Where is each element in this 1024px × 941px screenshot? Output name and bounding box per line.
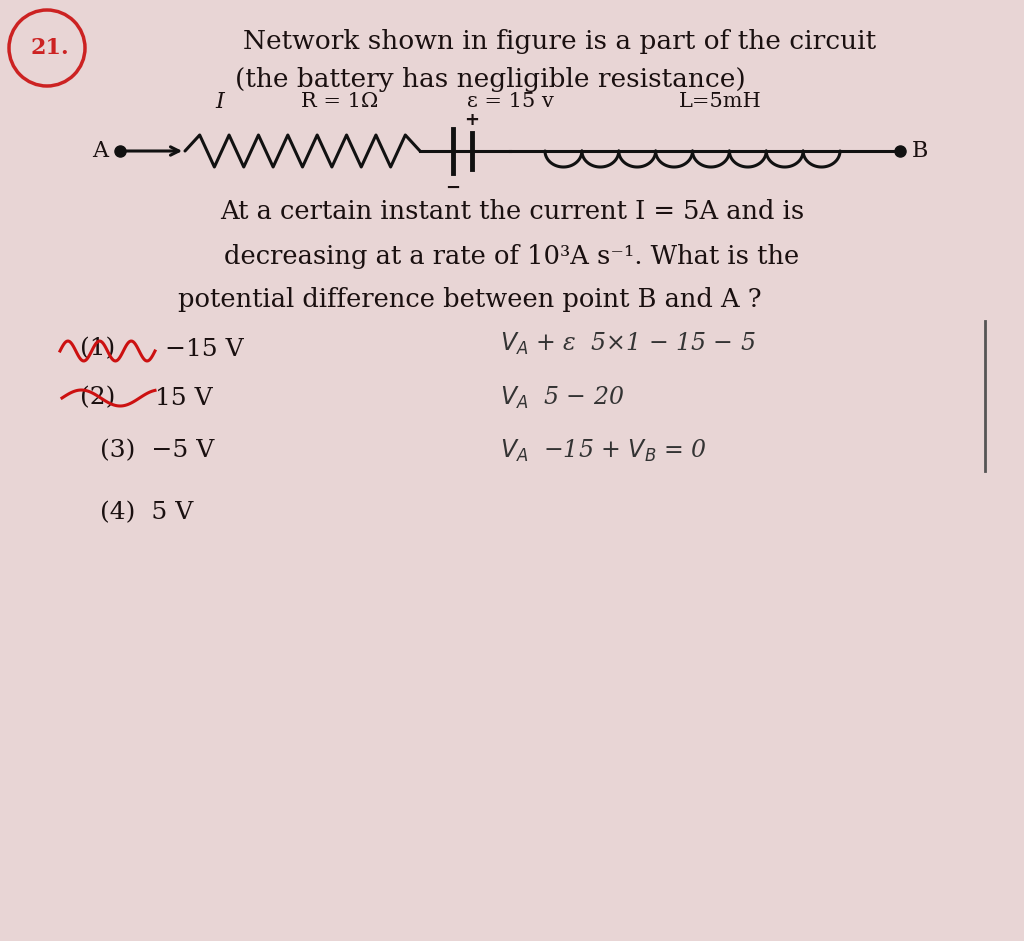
Text: +: + (465, 111, 479, 129)
Text: I: I (216, 91, 224, 113)
Text: 15 V: 15 V (155, 387, 213, 409)
Text: 21.: 21. (31, 37, 70, 59)
Text: (4)  5 V: (4) 5 V (100, 502, 194, 524)
Text: −15 V: −15 V (165, 338, 244, 360)
Text: B: B (911, 140, 928, 162)
Text: −: − (445, 179, 461, 197)
Text: A: A (92, 140, 108, 162)
Text: $V_A$  5 − 20: $V_A$ 5 − 20 (500, 385, 625, 411)
Text: potential difference between point B and A ?: potential difference between point B and… (178, 286, 762, 311)
Text: ε = 15 v: ε = 15 v (467, 92, 553, 111)
Text: At a certain instant the current I = 5A and is: At a certain instant the current I = 5A … (220, 199, 804, 224)
Text: (2): (2) (80, 387, 116, 409)
Text: Network shown in figure is a part of the circuit: Network shown in figure is a part of the… (244, 28, 877, 54)
Text: (the battery has negligible resistance): (the battery has negligible resistance) (234, 67, 745, 91)
Text: $V_A$  −15 + $V_B$ = 0: $V_A$ −15 + $V_B$ = 0 (500, 438, 708, 464)
Text: R = 1Ω: R = 1Ω (301, 92, 379, 111)
Text: decreasing at a rate of 10³A s⁻¹. What is the: decreasing at a rate of 10³A s⁻¹. What i… (224, 244, 800, 268)
Text: (3)  −5 V: (3) −5 V (100, 439, 214, 462)
Text: L=5mH: L=5mH (679, 92, 762, 111)
Text: $V_A$ + ε  5×1 − 15 − 5: $V_A$ + ε 5×1 − 15 − 5 (500, 331, 756, 357)
Text: (1): (1) (80, 338, 116, 360)
